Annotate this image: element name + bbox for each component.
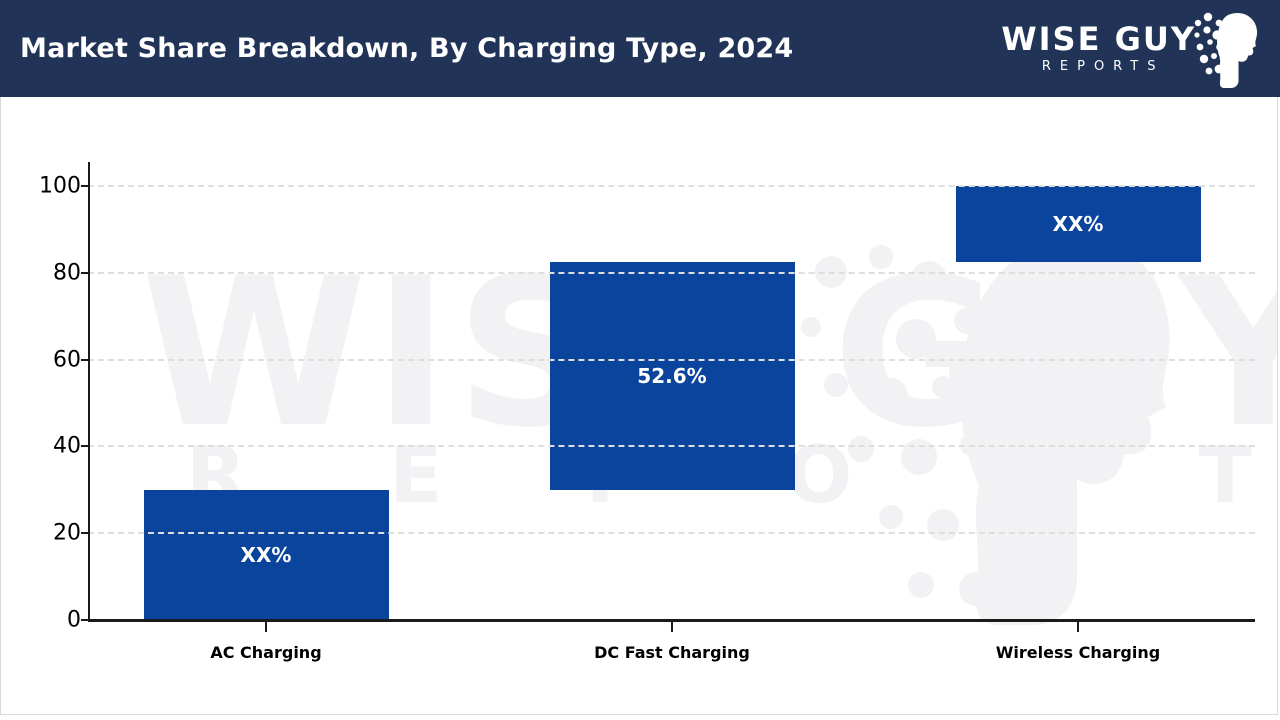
gridline-y60 <box>88 358 1255 361</box>
x-axis-category-label: DC Fast Charging <box>594 643 750 662</box>
logo-wordmark-line2: REPORTS <box>1041 59 1165 74</box>
header: Market Share Breakdown, By Charging Type… <box>0 0 1280 97</box>
x-axis-tick <box>265 622 267 632</box>
gridline-y80 <box>88 271 1255 274</box>
y-axis-tick <box>81 358 88 361</box>
logo-head-icon <box>1194 12 1258 88</box>
y-axis-tick <box>81 445 88 448</box>
watermark-head-icon <box>801 239 1170 625</box>
bar-ac-charging: XX% <box>143 489 389 620</box>
brand-logo: WISE GUY REPORTS <box>1001 9 1264 89</box>
x-axis-category-label: Wireless Charging <box>995 643 1161 662</box>
bar-dc-fast-charging: 52.6% <box>549 261 795 490</box>
y-axis-tick <box>81 185 88 187</box>
logo-wordmark-line1: WISE GUY <box>1001 20 1196 58</box>
bar-value-label: XX% <box>240 542 292 567</box>
y-axis-tick-label: 0 <box>67 607 81 633</box>
gridline-y40 <box>88 445 1255 448</box>
y-axis-tick-label: 20 <box>53 520 81 546</box>
gridline-y20 <box>88 532 1255 535</box>
y-axis-tick <box>81 619 88 621</box>
y-axis-tick-label: 80 <box>53 260 81 286</box>
logo-wordmark: WISE GUY REPORTS <box>1001 23 1196 74</box>
bar-value-label: XX% <box>1052 211 1104 236</box>
y-axis-tick-label: 100 <box>39 173 81 199</box>
chart-canvas: WISE GUY R E P O R T S 020406080100XX%52… <box>0 97 1278 715</box>
y-axis-line <box>88 162 90 622</box>
y-axis-tick-label: 60 <box>53 347 81 373</box>
page-title: Market Share Breakdown, By Charging Type… <box>20 33 794 64</box>
gridline-y100 <box>88 185 1255 187</box>
y-axis-tick-label: 40 <box>53 433 81 459</box>
bar-value-label: 52.6% <box>637 363 707 388</box>
x-axis-tick <box>671 622 673 632</box>
x-axis-line <box>88 619 1255 622</box>
y-axis-tick <box>81 271 88 274</box>
y-axis-tick <box>81 532 88 535</box>
x-axis-tick <box>1077 622 1079 632</box>
bar-wireless-charging: XX% <box>955 186 1201 262</box>
x-axis-category-label: AC Charging <box>210 643 322 662</box>
